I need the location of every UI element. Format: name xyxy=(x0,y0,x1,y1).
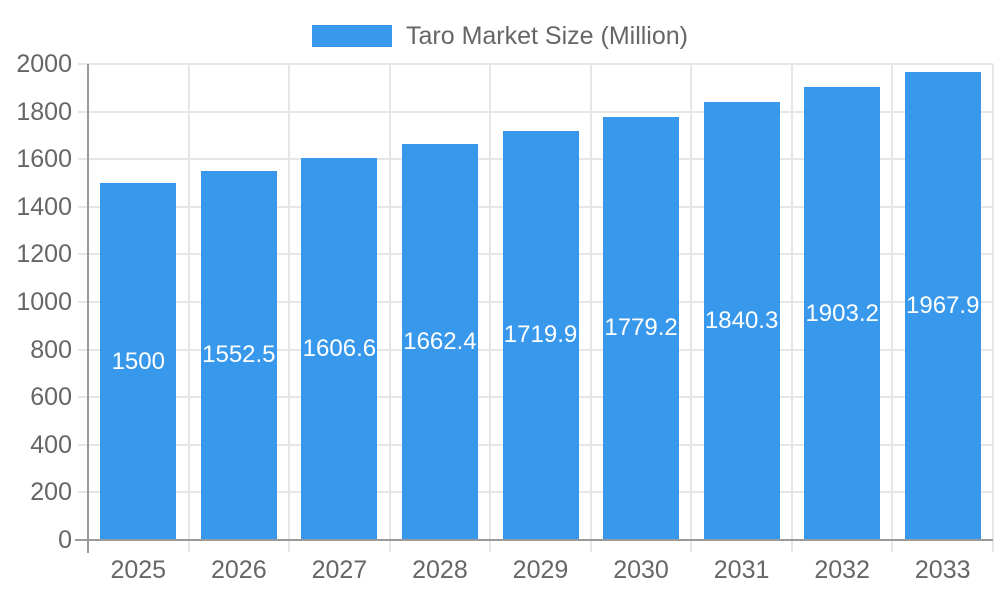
bar-2030[interactable] xyxy=(603,116,680,540)
bar-2026[interactable] xyxy=(200,170,277,540)
bar-value-label: 1967.9 xyxy=(906,291,980,319)
x-gridline xyxy=(187,64,190,552)
legend-label[interactable]: Taro Market Size (Million) xyxy=(405,22,688,50)
bar-value-label: 1662.4 xyxy=(403,328,477,356)
bar-value-label: 1606.6 xyxy=(302,334,377,362)
x-axis-tick-label: 2029 xyxy=(512,556,569,584)
bar-value-label: 1840.3 xyxy=(704,307,779,334)
x-axis-tick-label: 2031 xyxy=(713,556,770,584)
x-gridline xyxy=(891,64,894,552)
x-axis-tick-label: 2027 xyxy=(311,556,368,584)
y-axis-tick-label: 1800 xyxy=(16,97,72,126)
x-axis-tick-label: 2032 xyxy=(814,556,870,584)
x-axis-line xyxy=(75,539,993,541)
y-axis-tick-label: 400 xyxy=(30,430,72,459)
legend[interactable]: Taro Market Size (Million) xyxy=(0,22,1000,50)
x-gridline xyxy=(589,64,592,552)
bar-2033[interactable] xyxy=(904,71,981,540)
x-gridline xyxy=(388,64,391,552)
y-axis-tick-label: 1000 xyxy=(16,288,72,316)
x-axis-tick-label: 2026 xyxy=(211,556,267,584)
x-axis-tick-label: 2033 xyxy=(914,556,971,584)
x-gridline xyxy=(790,64,793,552)
y-gridline xyxy=(78,63,993,65)
bar-2029[interactable] xyxy=(502,130,579,540)
bar-value-label: 1903.2 xyxy=(805,299,879,327)
bar-2032[interactable] xyxy=(804,87,881,540)
x-gridline xyxy=(489,64,492,552)
y-gridline xyxy=(78,110,993,113)
x-gridline xyxy=(992,64,994,552)
bar-2027[interactable] xyxy=(301,157,378,540)
y-axis-tick-label: 2000 xyxy=(16,50,72,78)
bar-2031[interactable] xyxy=(703,102,780,540)
x-axis-tick-label: 2028 xyxy=(412,556,468,584)
y-axis-tick-label: 800 xyxy=(30,335,72,364)
bar-2025[interactable] xyxy=(100,183,177,540)
y-axis-tick-label: 0 xyxy=(58,526,72,554)
x-axis-tick-label: 2030 xyxy=(613,556,669,584)
x-gridline xyxy=(690,64,693,552)
y-axis-tick-label: 1400 xyxy=(16,192,72,221)
bar-value-label: 1500 xyxy=(111,347,165,375)
legend-swatch[interactable] xyxy=(311,25,392,47)
bar-2028[interactable] xyxy=(401,144,478,540)
bar-value-label: 1552.5 xyxy=(202,341,276,369)
bar-value-label: 1779.2 xyxy=(604,314,678,342)
y-axis-tick-label: 200 xyxy=(30,478,72,507)
y-axis-tick-label: 600 xyxy=(30,383,72,412)
x-gridline xyxy=(288,64,291,552)
y-axis-tick-label: 1600 xyxy=(16,145,72,174)
y-axis-tick-label: 1200 xyxy=(16,240,72,269)
bar-value-label: 1719.9 xyxy=(503,321,578,349)
x-axis-tick-label: 2025 xyxy=(110,556,167,584)
y-axis-line xyxy=(87,64,89,553)
